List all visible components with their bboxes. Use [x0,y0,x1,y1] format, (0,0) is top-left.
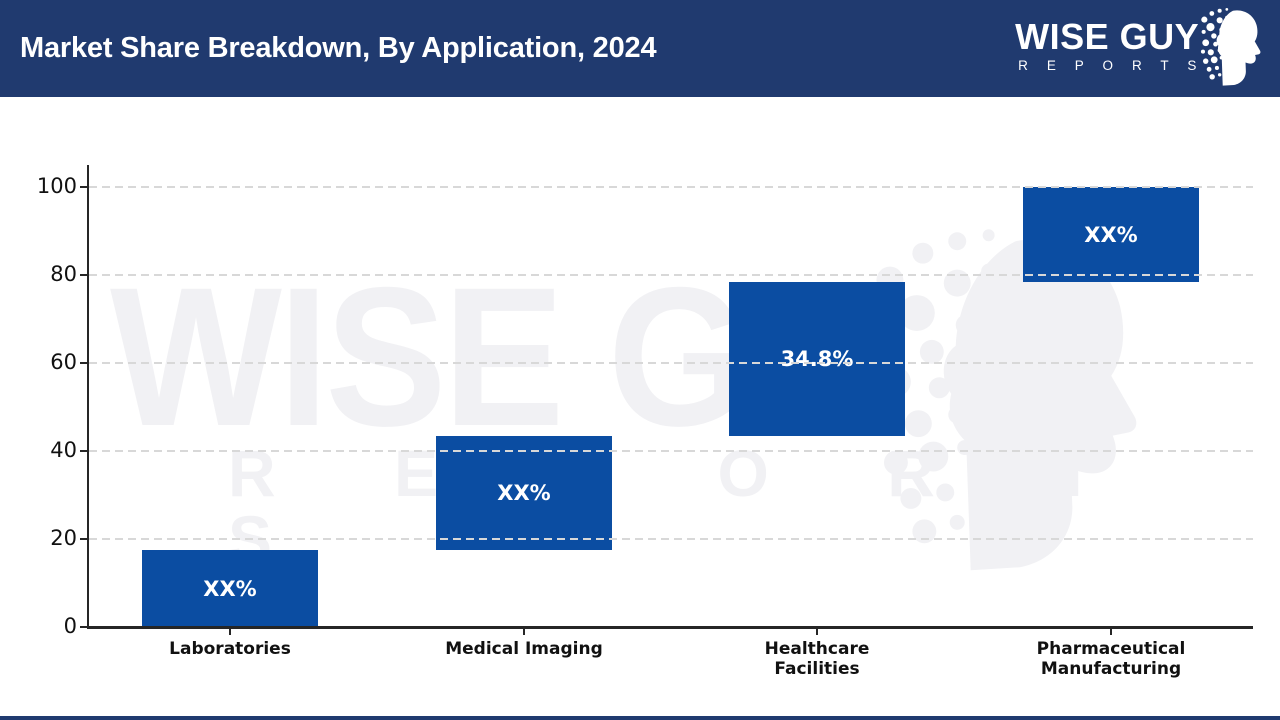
y-tick-mark [80,450,88,452]
gridline [89,538,1253,540]
watermark-reports-text: R E P O R T S [228,436,1144,576]
x-tick-mark [523,627,525,635]
gridline [89,186,1253,188]
bar-value-label: XX% [203,576,257,601]
gridline [89,450,1253,452]
logo-reports-text: R E P O R T S [1018,58,1204,73]
y-tick-label: 0 [63,614,77,638]
gridline [89,274,1253,276]
x-tick-mark [816,627,818,635]
bar-value-label: 34.8% [780,347,854,372]
x-tick-mark [1110,627,1112,635]
x-tick-label: Laboratories [169,639,291,659]
y-tick-label: 40 [50,438,77,462]
y-tick-label: 20 [50,526,77,550]
y-tick-mark [80,274,88,276]
x-tick-label: Pharmaceutical Manufacturing [1036,639,1186,680]
x-tick-mark [229,627,231,635]
x-tick-label: Healthcare Facilities [764,639,870,680]
header-bar: Market Share Breakdown, By Application, … [0,0,1280,97]
y-tick-mark [80,626,88,628]
footer-accent-strip [0,716,1280,720]
bar: 34.8% [729,282,905,436]
y-tick-mark [80,362,88,364]
logo-text: WISE GUY R E P O R T S [1015,16,1204,74]
wise-guy-logo: WISE GUY R E P O R T S [1015,6,1272,86]
y-tick-label: 60 [50,350,77,374]
bar: XX% [436,435,612,550]
y-tick-mark [80,538,88,540]
x-tick-label: Medical Imaging [445,639,603,659]
x-axis-line [87,626,1253,629]
logo-brand-text: WISE GUY [1015,16,1200,57]
bar-value-label: XX% [1084,222,1138,247]
gridline [89,362,1253,364]
y-axis-line [87,165,89,629]
y-tick-label: 100 [36,174,77,198]
y-tick-mark [80,186,88,188]
logo-face-icon [1200,6,1272,86]
y-tick-label: 80 [50,262,77,286]
bar: XX% [142,550,318,627]
bar: XX% [1023,187,1199,283]
page-title: Market Share Breakdown, By Application, … [20,32,657,64]
bar-value-label: XX% [497,480,551,505]
